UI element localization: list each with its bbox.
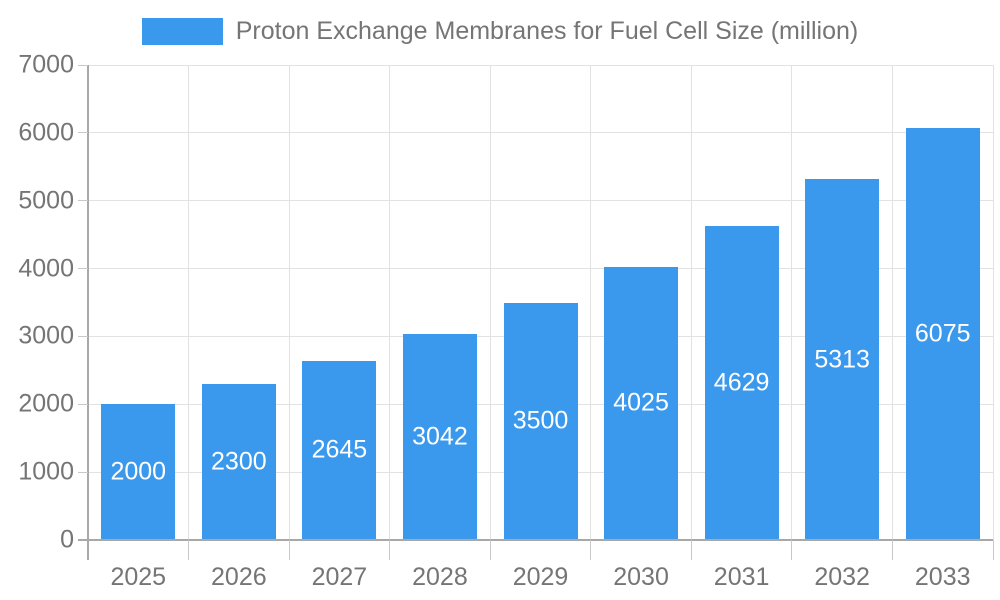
grid-line-vertical — [791, 65, 793, 540]
bar-value-label-2026: 2300 — [211, 447, 267, 476]
y-axis-tick — [78, 268, 88, 270]
bar-value-label-2032: 5313 — [814, 345, 870, 374]
y-axis-tick — [78, 200, 88, 202]
grid-line-vertical — [992, 65, 994, 540]
grid-line-vertical — [891, 65, 893, 540]
x-axis-tick — [690, 540, 692, 560]
grid-line-horizontal — [88, 64, 993, 66]
bar-2032[interactable]: 5313 — [805, 179, 880, 540]
grid-line-vertical — [188, 65, 190, 540]
bar-2027[interactable]: 2645 — [302, 360, 377, 540]
bar-2025[interactable]: 2000 — [101, 404, 176, 540]
bar-value-label-2031: 4629 — [713, 368, 770, 397]
x-axis-tick — [489, 540, 491, 560]
bar-value-label-2033: 6075 — [914, 319, 971, 348]
x-axis-label-2032: 2032 — [814, 563, 870, 591]
x-axis-line — [78, 539, 993, 541]
y-axis-tick-label-4000: 4000 — [18, 254, 74, 283]
grid-line-horizontal — [88, 132, 993, 134]
x-axis-label-2025: 2025 — [110, 563, 167, 591]
y-axis-tick — [78, 64, 88, 66]
y-axis-tick-label-2000: 2000 — [18, 389, 74, 418]
y-axis-tick-label-6000: 6000 — [18, 118, 74, 147]
x-axis-label-2028: 2028 — [412, 563, 468, 591]
x-axis-tick — [389, 540, 391, 560]
legend[interactable]: Proton Exchange Membranes for Fuel Cell … — [0, 16, 1000, 46]
y-axis-line — [87, 65, 89, 560]
x-axis-label-2030: 2030 — [613, 563, 669, 591]
y-axis-tick-label-1000: 1000 — [18, 457, 74, 486]
y-axis-tick — [78, 132, 88, 134]
bar-2033[interactable]: 6075 — [905, 127, 980, 540]
grid-line-vertical — [590, 65, 592, 540]
bar-value-label-2025: 2000 — [110, 457, 167, 486]
y-axis-tick-label-0: 0 — [60, 525, 74, 554]
bar-value-label-2027: 2645 — [311, 435, 368, 464]
y-axis-tick-label-7000: 7000 — [18, 50, 74, 79]
grid-line-vertical — [288, 65, 290, 540]
y-axis-tick — [78, 403, 88, 405]
y-axis-tick — [78, 335, 88, 337]
x-axis-tick — [590, 540, 592, 560]
x-axis-label-2029: 2029 — [512, 563, 569, 591]
legend-swatch — [141, 17, 223, 45]
x-axis-tick — [992, 540, 994, 560]
bar-2028[interactable]: 3042 — [402, 333, 477, 540]
grid-line-vertical — [389, 65, 391, 540]
x-axis-tick — [891, 540, 893, 560]
x-axis-tick — [791, 540, 793, 560]
y-axis-tick-label-5000: 5000 — [18, 186, 74, 215]
x-axis-label-2027: 2027 — [311, 563, 368, 591]
x-axis-label-2031: 2031 — [713, 563, 770, 591]
y-axis-tick — [78, 471, 88, 473]
legend-label: Proton Exchange Membranes for Fuel Cell … — [235, 17, 859, 45]
x-axis-label-2033: 2033 — [914, 563, 971, 591]
grid-line-vertical — [690, 65, 692, 540]
grid-line-vertical — [489, 65, 491, 540]
bar-value-label-2028: 3042 — [412, 422, 468, 451]
bar-2031[interactable]: 4629 — [704, 225, 779, 540]
bar-2029[interactable]: 3500 — [503, 302, 578, 540]
bar-value-label-2030: 4025 — [613, 388, 669, 417]
x-axis-tick — [188, 540, 190, 560]
x-axis-tick — [288, 540, 290, 560]
x-axis-label-2026: 2026 — [211, 563, 267, 591]
bar-2030[interactable]: 4025 — [604, 266, 679, 540]
bar-value-label-2029: 3500 — [512, 406, 569, 435]
bar-2026[interactable]: 2300 — [201, 383, 276, 540]
y-axis-tick-label-3000: 3000 — [18, 321, 74, 350]
plot-area: 2000 2300 2645 3042 3500 4025 4629 5313 6075 — [88, 64, 994, 540]
